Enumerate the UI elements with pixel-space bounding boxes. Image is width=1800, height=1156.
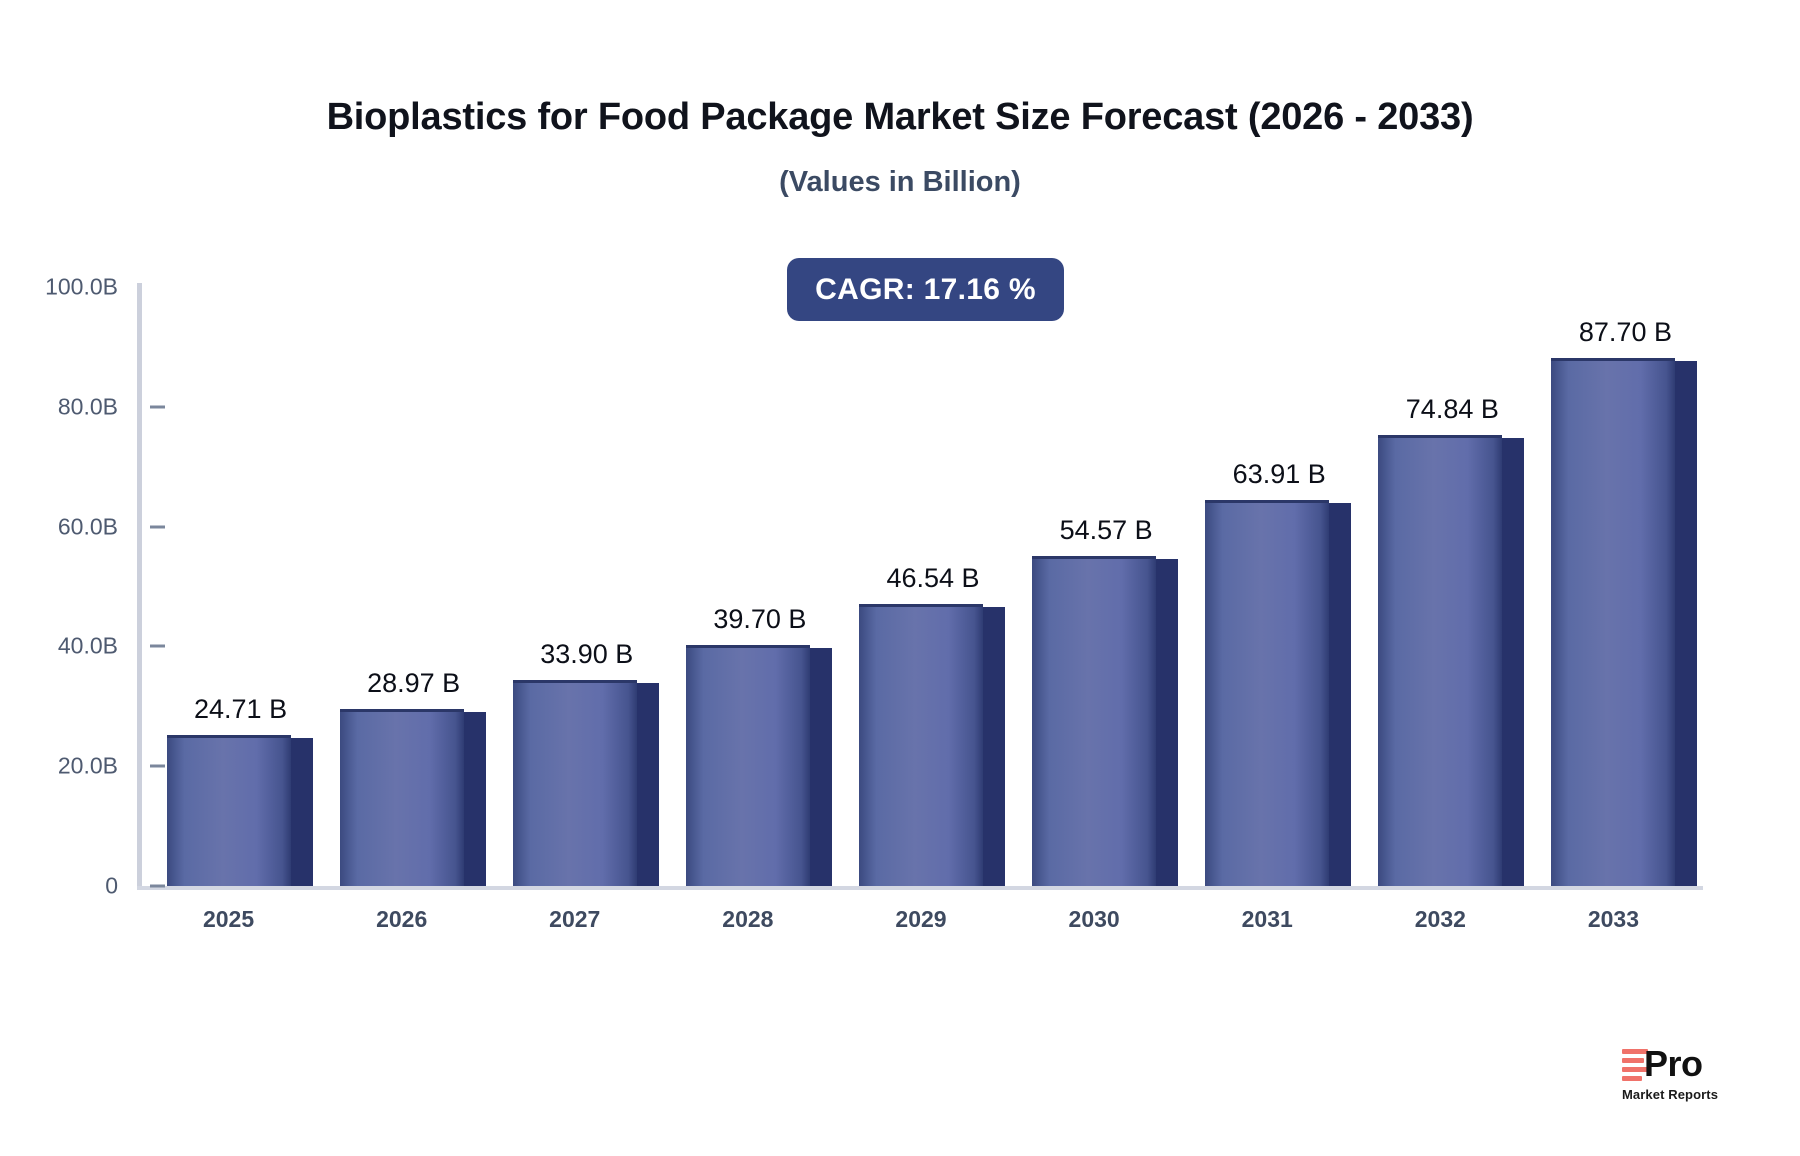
bar-value-label: 87.70 B	[1578, 316, 1672, 347]
bar-side-face	[463, 724, 486, 886]
x-tick-label-2029: 2029	[895, 906, 947, 932]
bar-side-face	[290, 749, 313, 886]
y-tick-label: 40.0B	[57, 632, 118, 659]
x-tick-label-2028: 2028	[722, 906, 774, 932]
logo-wordmark: Pro	[1644, 1043, 1703, 1084]
logo-bars-icon	[1622, 1049, 1648, 1083]
bar-2028	[685, 645, 832, 886]
bar-front-face	[512, 679, 637, 886]
bar-2032	[1378, 434, 1525, 886]
bar-top-face	[636, 682, 659, 699]
cagr-badge: CAGR: 17.16 %	[787, 258, 1064, 321]
bar-2030	[1032, 556, 1179, 886]
y-tick-label: 60.0B	[57, 513, 118, 540]
y-tick-label: 80.0B	[57, 393, 118, 420]
bar-2027	[512, 679, 659, 886]
bar-side-face	[1675, 372, 1698, 886]
bar-side-face	[1156, 571, 1179, 886]
x-tick-label-2033: 2033	[1587, 906, 1640, 932]
bar-top-face	[1156, 559, 1179, 576]
bar-side-face	[1502, 449, 1525, 886]
y-tick-label: 0	[105, 872, 118, 899]
bar-2025	[166, 734, 313, 886]
bar-2031	[1205, 500, 1352, 886]
y-axis-ticks: 0 20.0B 40.0B 60.0B 80.0B 100.0B	[0, 0, 165, 1156]
bar-value-label: 54.57 B	[1059, 515, 1153, 546]
bar-front-face	[1205, 500, 1330, 886]
bar-top-face	[290, 737, 313, 754]
bar-value-label: 33.90 B	[540, 638, 634, 669]
logo-tagline: Market Reports	[1622, 1087, 1719, 1102]
bar-side-face	[1329, 515, 1352, 886]
bar-front-face	[166, 734, 291, 886]
bar-side-face	[809, 660, 832, 886]
pro-market-reports-logo: Pro Market Reports	[1622, 1043, 1782, 1105]
y-tick-mark	[150, 764, 165, 768]
y-tick-mark	[150, 884, 165, 888]
x-tick-label-2026: 2026	[376, 906, 428, 932]
bar-top-face	[1675, 360, 1698, 377]
bar-top-face	[983, 607, 1005, 624]
y-tick-mark	[150, 644, 165, 648]
bar-value-label: 63.91 B	[1232, 459, 1326, 490]
bar-top-face	[463, 712, 486, 729]
bar-side-face	[983, 619, 1005, 886]
bar-top-face	[1502, 437, 1525, 454]
y-tick-mark	[150, 525, 165, 529]
bar-front-face	[685, 645, 810, 886]
bar-2033	[1551, 357, 1698, 886]
bar-top-face	[1329, 503, 1352, 520]
x-tick-label-2027: 2027	[549, 906, 601, 932]
y-tick-label: 100.0B	[45, 273, 118, 300]
bar-front-face	[859, 604, 983, 886]
bar-value-label: 39.70 B	[713, 604, 807, 635]
x-tick-label-2031: 2031	[1241, 906, 1293, 932]
bar-front-face	[1032, 556, 1157, 886]
bar-value-label: 24.71 B	[194, 693, 288, 724]
bar-front-face	[1551, 357, 1676, 886]
bar-front-face	[1378, 434, 1503, 886]
bar-side-face	[636, 694, 659, 886]
chart-subtitle: (Values in Billion)	[779, 166, 1021, 198]
bar-value-label: 28.97 B	[367, 668, 461, 699]
y-axis-line	[137, 283, 142, 889]
x-axis-line	[137, 886, 1703, 890]
bar-top-face	[809, 648, 832, 665]
chart-title: Bioplastics for Food Package Market Size…	[326, 96, 1474, 138]
bar-value-label: 74.84 B	[1405, 393, 1499, 424]
y-tick-label: 20.0B	[57, 752, 118, 779]
bar-value-label: 46.54 B	[886, 563, 980, 594]
x-tick-label-2030: 2030	[1068, 906, 1120, 932]
bar-front-face	[339, 709, 464, 886]
x-tick-label-2032: 2032	[1414, 906, 1466, 932]
y-tick-mark	[150, 405, 165, 409]
bar-2029	[859, 604, 1005, 886]
x-tick-label-2025: 2025	[202, 906, 255, 932]
bar-2026	[339, 709, 486, 886]
